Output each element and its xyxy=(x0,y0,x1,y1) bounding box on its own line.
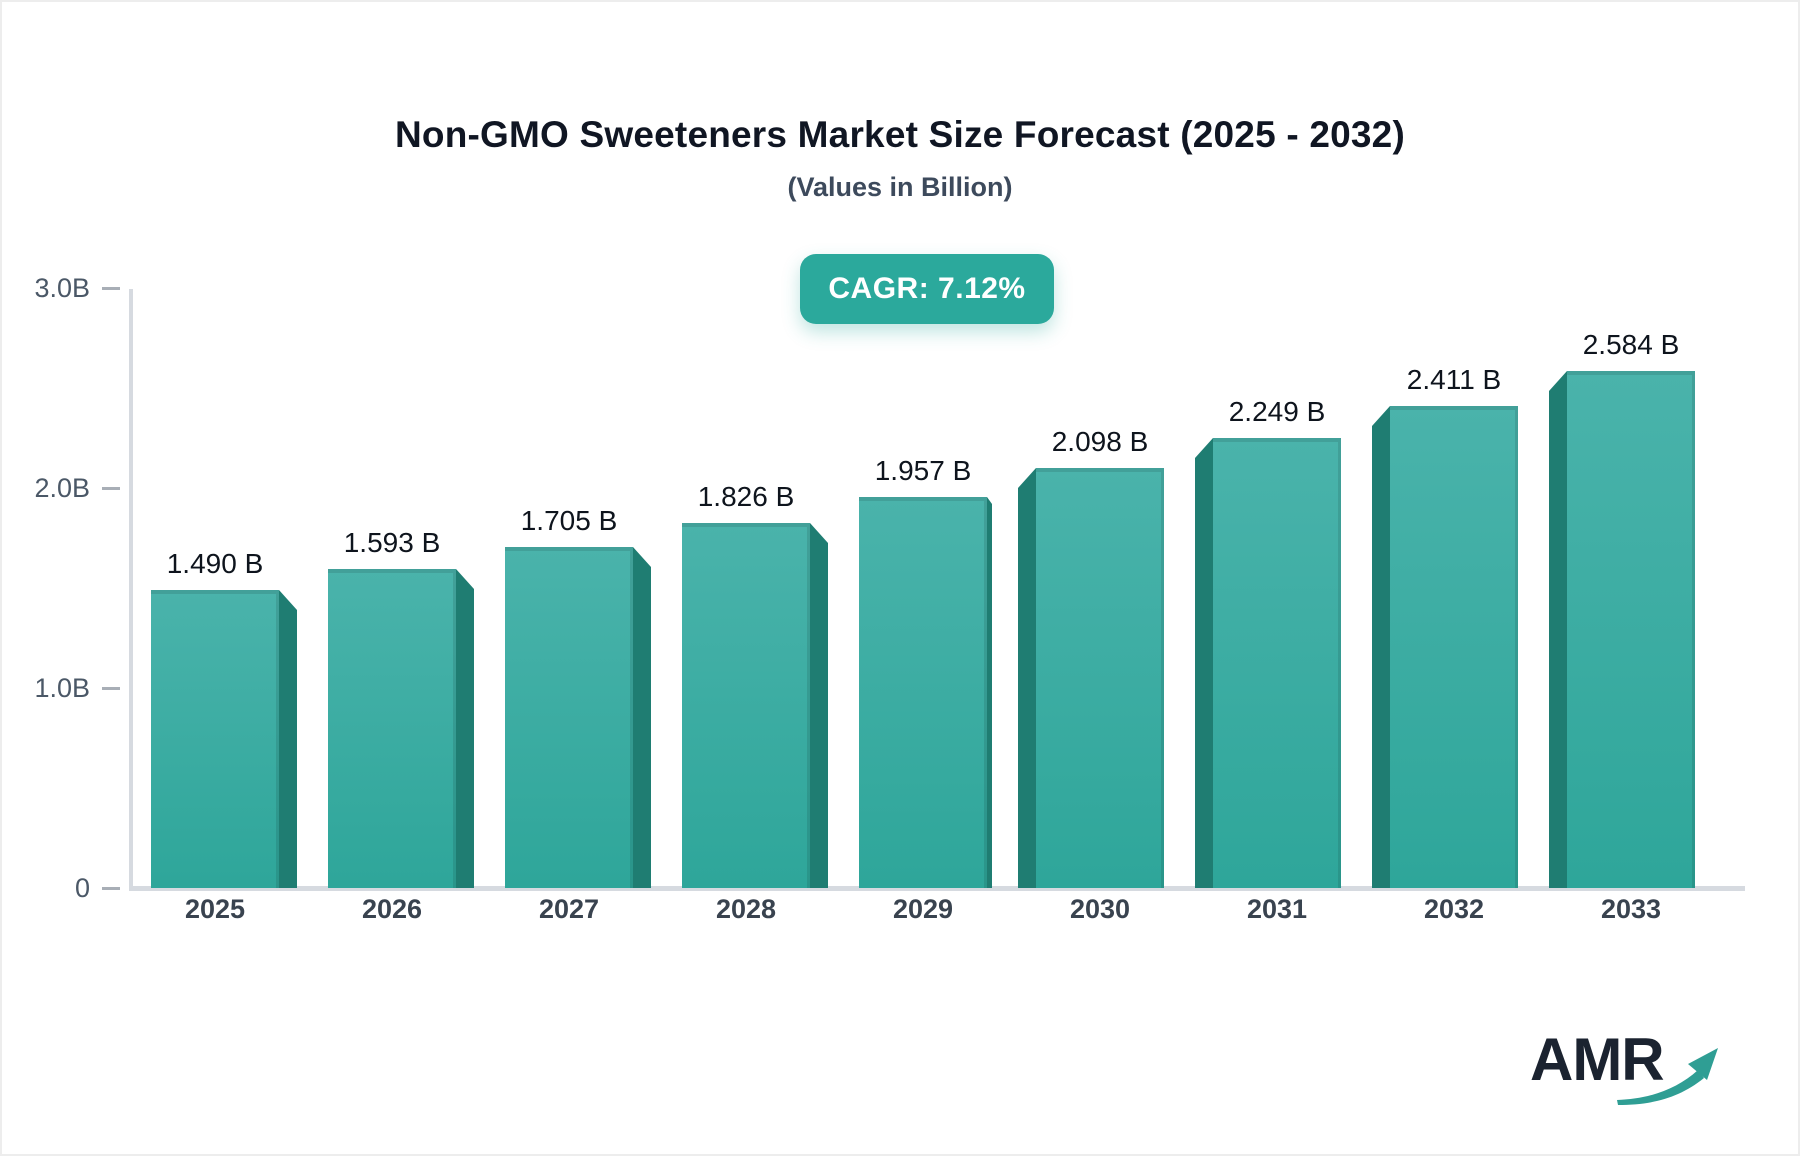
y-axis-line xyxy=(129,289,133,891)
x-tick-label-2026: 2026 xyxy=(361,894,423,924)
y-tick-label: 1.0B xyxy=(34,673,90,703)
bar-value-label: 2.249 B xyxy=(1228,396,1326,427)
growth-arrow-icon xyxy=(1617,1048,1718,1105)
amr-logo-text: AMR xyxy=(1530,1026,1665,1093)
bar-value-label: 2.098 B xyxy=(1051,426,1149,457)
bar-value-label: 2.584 B xyxy=(1582,329,1680,360)
bar-value-label: 1.705 B xyxy=(520,505,618,536)
bar-2031 xyxy=(1213,438,1341,888)
bar-side xyxy=(1018,468,1036,888)
bar-side xyxy=(633,547,651,888)
x-tick-label-2033: 2033 xyxy=(1600,894,1662,924)
x-tick-label-2029: 2029 xyxy=(892,894,954,924)
y-tick-label: 0 xyxy=(74,873,90,903)
bar-2028 xyxy=(682,523,810,888)
bar-side xyxy=(1372,406,1390,888)
bar-2025 xyxy=(151,590,279,888)
bar-2027 xyxy=(505,547,633,888)
bar-2029 xyxy=(859,497,987,888)
y-tick-label: 2.0B xyxy=(34,473,90,503)
amr-logo: AMR xyxy=(1530,1030,1740,1120)
x-tick-label-2028: 2028 xyxy=(715,894,777,924)
y-tick-label: 3.0B xyxy=(34,273,90,303)
page-subtitle: (Values in Billion) xyxy=(787,172,1013,202)
x-tick-label-2027: 2027 xyxy=(538,894,600,924)
y-tick-dash xyxy=(102,687,120,690)
y-tick-dash xyxy=(102,487,120,490)
bar-value-label: 1.957 B xyxy=(874,455,972,486)
cagr-badge: CAGR: 7.12% xyxy=(800,254,1054,324)
page-title: Non-GMO Sweeteners Market Size Forecast … xyxy=(395,114,1405,155)
x-axis-line xyxy=(129,886,1745,891)
bar-side xyxy=(987,497,992,888)
bar-side xyxy=(1549,371,1567,888)
cagr-badge-label: CAGR: 7.12% xyxy=(828,272,1026,305)
bar-value-label: 1.593 B xyxy=(343,527,441,558)
bar-value-label: 1.490 B xyxy=(166,548,264,579)
x-tick-label-2025: 2025 xyxy=(184,894,246,924)
bar-value-label: 2.411 B xyxy=(1406,364,1502,395)
bar-side xyxy=(1195,438,1213,888)
bar-side xyxy=(456,569,474,888)
bar-2026 xyxy=(328,569,456,888)
y-tick-dash xyxy=(102,887,120,890)
bar-side xyxy=(279,590,297,888)
bar-side xyxy=(810,523,828,888)
bar-value-label: 1.826 B xyxy=(697,481,795,512)
bar-2030 xyxy=(1036,468,1164,888)
x-tick-label-2032: 2032 xyxy=(1423,894,1485,924)
bar-2032 xyxy=(1390,406,1518,888)
x-tick-label-2031: 2031 xyxy=(1246,894,1308,924)
x-tick-label-2030: 2030 xyxy=(1069,894,1131,924)
bar-2033 xyxy=(1567,371,1695,888)
y-tick-dash xyxy=(102,287,120,290)
